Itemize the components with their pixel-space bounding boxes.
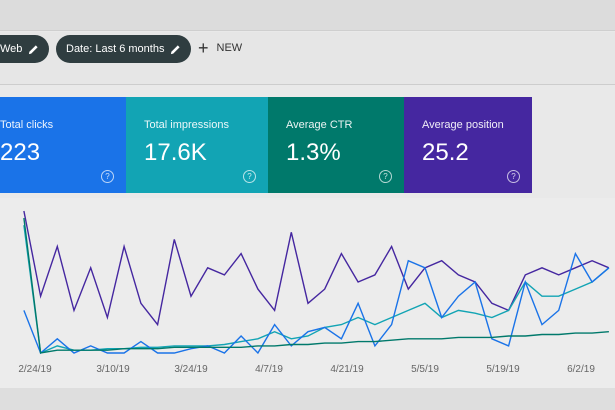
- series-line-0: [23, 210, 610, 327]
- chip-label: Date: Last 6 months: [66, 43, 165, 55]
- plus-icon: +: [198, 38, 209, 58]
- card-label: Total impressions: [144, 119, 229, 131]
- card-label: Total clicks: [0, 119, 54, 131]
- pencil-icon: [29, 44, 39, 54]
- help-icon[interactable]: ?: [243, 170, 256, 183]
- card-value: 223: [0, 139, 41, 166]
- series-line-1: [23, 225, 610, 355]
- card-label: Average CTR: [286, 119, 353, 131]
- card-average-ctr[interactable]: Average CTR 1.3% ?: [268, 97, 404, 193]
- new-filter-button[interactable]: + NEW: [198, 38, 243, 58]
- card-value: 25.2: [422, 139, 469, 166]
- card-total-impressions[interactable]: Total impressions 17.6K ?: [126, 97, 268, 193]
- filter-bar: Web Date: Last 6 months + NEW: [0, 32, 615, 85]
- card-total-clicks[interactable]: Total clicks 223 ?: [0, 97, 126, 193]
- x-tick-label: 5/19/19: [486, 364, 520, 375]
- top-bar: [0, 0, 615, 31]
- performance-chart: 2/24/19 3/10/19 3/24/19 4/7/19 4/21/19 5/5/19…: [0, 198, 615, 388]
- x-tick-label: 4/21/19: [330, 364, 364, 375]
- x-tick-label: 5/5/19: [411, 364, 439, 375]
- filter-chip-date[interactable]: Date: Last 6 months: [56, 35, 192, 63]
- x-tick-label: 3/24/19: [174, 364, 208, 375]
- series-line-3: [23, 218, 609, 354]
- filter-chip-search-type[interactable]: Web: [0, 35, 50, 63]
- pencil-icon: [171, 44, 181, 54]
- chart-svg: 2/24/19 3/10/19 3/24/19 4/7/19 4/21/19 5/5/19…: [18, 210, 610, 375]
- x-tick-label: 4/7/19: [255, 364, 283, 375]
- chip-label: Web: [0, 43, 23, 55]
- help-icon[interactable]: ?: [101, 170, 114, 183]
- series-line-2: [23, 251, 610, 355]
- help-icon[interactable]: ?: [507, 170, 520, 183]
- x-tick-label: 3/10/19: [96, 364, 130, 375]
- x-tick-label: 6/2/19: [567, 364, 595, 375]
- new-label: NEW: [216, 42, 243, 54]
- card-value: 17.6K: [144, 139, 207, 166]
- card-average-position[interactable]: Average position 25.2 ?: [404, 97, 532, 193]
- card-label: Average position: [422, 119, 504, 131]
- metric-cards: Total clicks 223 ? Total impressions 17.…: [0, 97, 532, 193]
- card-value: 1.3%: [286, 139, 341, 166]
- help-icon[interactable]: ?: [379, 170, 392, 183]
- x-tick-label: 2/24/19: [18, 364, 52, 375]
- monitor-bezel: [0, 388, 615, 410]
